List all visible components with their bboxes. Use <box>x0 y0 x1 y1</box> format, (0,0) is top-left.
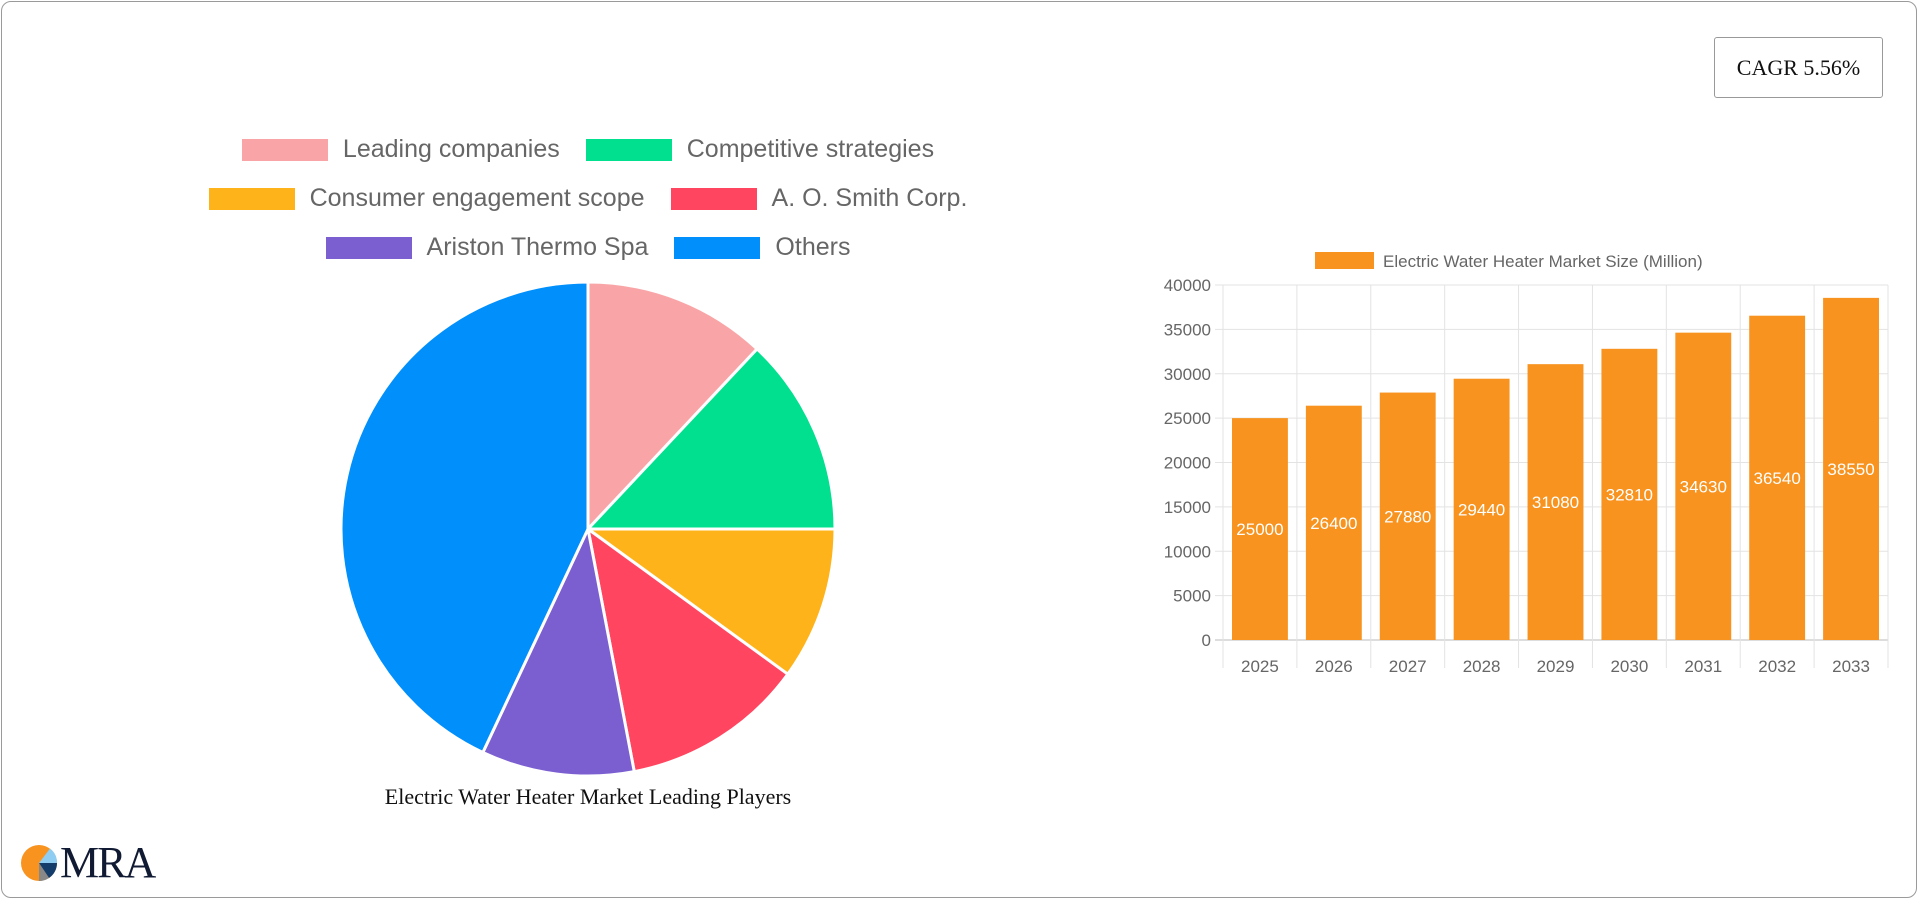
pie-slice[interactable] <box>585 525 790 774</box>
pie-slice[interactable] <box>583 527 837 677</box>
logo-pie-icon <box>21 845 58 882</box>
x-tick-label: 2032 <box>1758 657 1796 676</box>
legend-swatch <box>674 236 761 259</box>
y-tick-label: 40000 <box>1164 276 1211 295</box>
legend-label: Others <box>775 233 851 261</box>
legend-item[interactable]: Others <box>674 233 850 262</box>
legend-label: Consumer engagement scope <box>309 184 645 212</box>
legend-label: Ariston Thermo Spa <box>426 233 649 261</box>
pie-slice[interactable] <box>480 524 637 778</box>
legend-item[interactable]: Ariston Thermo Spa <box>325 233 649 262</box>
legend-label: Competitive strategies <box>686 135 935 163</box>
bar[interactable] <box>1601 348 1658 640</box>
legend-swatch <box>241 138 328 161</box>
x-tick-label: 2028 <box>1463 657 1501 676</box>
legend-item[interactable]: Consumer engagement scope <box>208 184 645 213</box>
legend-swatch <box>208 187 295 210</box>
bar[interactable] <box>1749 315 1806 640</box>
bar-legend-swatch <box>1315 252 1374 269</box>
legend-swatch <box>585 138 672 161</box>
mra-logo: MRA <box>20 838 156 887</box>
bar[interactable] <box>1675 332 1732 640</box>
y-tick-label: 35000 <box>1164 320 1211 339</box>
bar[interactable] <box>1453 378 1510 640</box>
bar[interactable] <box>1527 364 1584 640</box>
x-tick-label: 2030 <box>1610 657 1648 676</box>
y-tick-label: 5000 <box>1173 587 1211 606</box>
legend-item[interactable]: A. O. Smith Corp. <box>670 184 968 213</box>
bar-legend-label: Electric Water Heater Market Size (Milli… <box>1383 252 1703 271</box>
pie-title: Electric Water Heater Market Leading Pla… <box>384 784 792 809</box>
bar[interactable] <box>1232 418 1288 640</box>
bar-data-label: 34630 <box>1680 477 1727 496</box>
cagr-badge: CAGR 5.56% <box>1714 37 1883 98</box>
logo-text: MRA <box>60 838 156 887</box>
y-tick-label: 0 <box>1202 631 1211 650</box>
x-tick-label: 2031 <box>1684 657 1722 676</box>
bar[interactable] <box>1379 392 1436 640</box>
legend-item[interactable]: Leading companies <box>241 135 560 164</box>
pie-legend: Leading companies Competitive strategies… <box>100 125 1076 272</box>
pie-slice[interactable] <box>586 280 760 533</box>
x-tick-label: 2025 <box>1241 657 1279 676</box>
legend-label: Leading companies <box>342 135 560 163</box>
bar-data-label: 38550 <box>1827 460 1874 479</box>
x-tick-label: 2026 <box>1315 657 1353 676</box>
y-tick-label: 15000 <box>1164 498 1211 517</box>
bar-data-label: 27880 <box>1384 507 1431 526</box>
bar[interactable] <box>1305 405 1362 640</box>
y-tick-label: 30000 <box>1164 365 1211 384</box>
bar-data-label: 26400 <box>1310 514 1357 533</box>
bar-data-label: 25000 <box>1236 520 1283 539</box>
bar[interactable] <box>1823 297 1879 640</box>
bar-data-label: 36540 <box>1754 469 1801 488</box>
x-tick-label: 2029 <box>1537 657 1575 676</box>
legend-label: A. O. Smith Corp. <box>771 184 968 212</box>
bar-data-label: 29440 <box>1458 500 1505 519</box>
pie-slice[interactable] <box>339 280 590 755</box>
y-tick-label: 10000 <box>1164 542 1211 561</box>
bar-data-label: 31080 <box>1532 493 1579 512</box>
x-tick-label: 2027 <box>1389 657 1427 676</box>
y-tick-label: 20000 <box>1164 454 1211 473</box>
legend-swatch <box>670 187 757 210</box>
legend-item[interactable]: Competitive strategies <box>585 135 935 164</box>
pie-slice[interactable] <box>584 346 837 531</box>
y-tick-label: 25000 <box>1164 409 1211 428</box>
x-tick-label: 2033 <box>1832 657 1870 676</box>
bar-data-label: 32810 <box>1606 485 1653 504</box>
legend-swatch <box>325 236 412 259</box>
